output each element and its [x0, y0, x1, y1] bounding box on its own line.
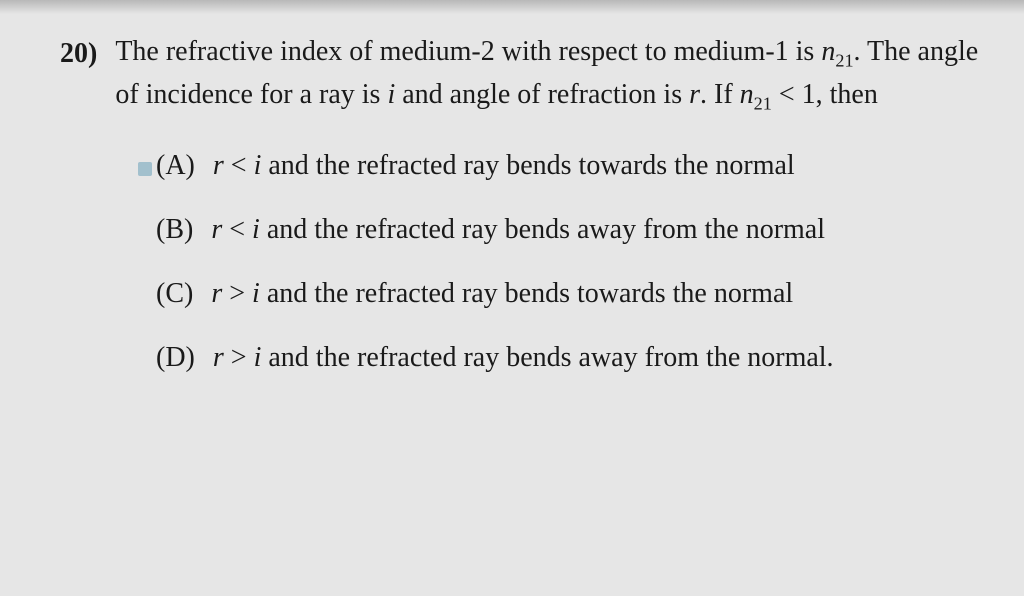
option-text: r > i and the refracted ray bends toward… — [211, 273, 793, 315]
top-shadow — [0, 0, 1024, 14]
question-block: 20) The refractive index of medium-2 wit… — [60, 30, 984, 117]
option-c: (C) r > i and the refracted ray bends to… — [156, 273, 984, 315]
option-label: (C) — [156, 273, 193, 315]
option-label: (D) — [156, 337, 195, 379]
option-text: r < i and the refracted ray bends toward… — [213, 145, 795, 187]
question-number: 20) — [60, 30, 97, 75]
option-label: (A) — [156, 145, 195, 187]
option-a: (A) r < i and the refracted ray bends to… — [156, 145, 984, 187]
option-label: (B) — [156, 209, 193, 251]
question-stem: The refractive index of medium-2 with re… — [115, 30, 984, 117]
option-d: (D) r > i and the refracted ray bends aw… — [156, 337, 984, 379]
page: 20) The refractive index of medium-2 wit… — [0, 0, 1024, 596]
options-list: (A) r < i and the refracted ray bends to… — [156, 145, 984, 379]
option-text: r < i and the refracted ray bends away f… — [211, 209, 825, 251]
option-text: r > i and the refracted ray bends away f… — [213, 337, 834, 379]
option-b: (B) r < i and the refracted ray bends aw… — [156, 209, 984, 251]
